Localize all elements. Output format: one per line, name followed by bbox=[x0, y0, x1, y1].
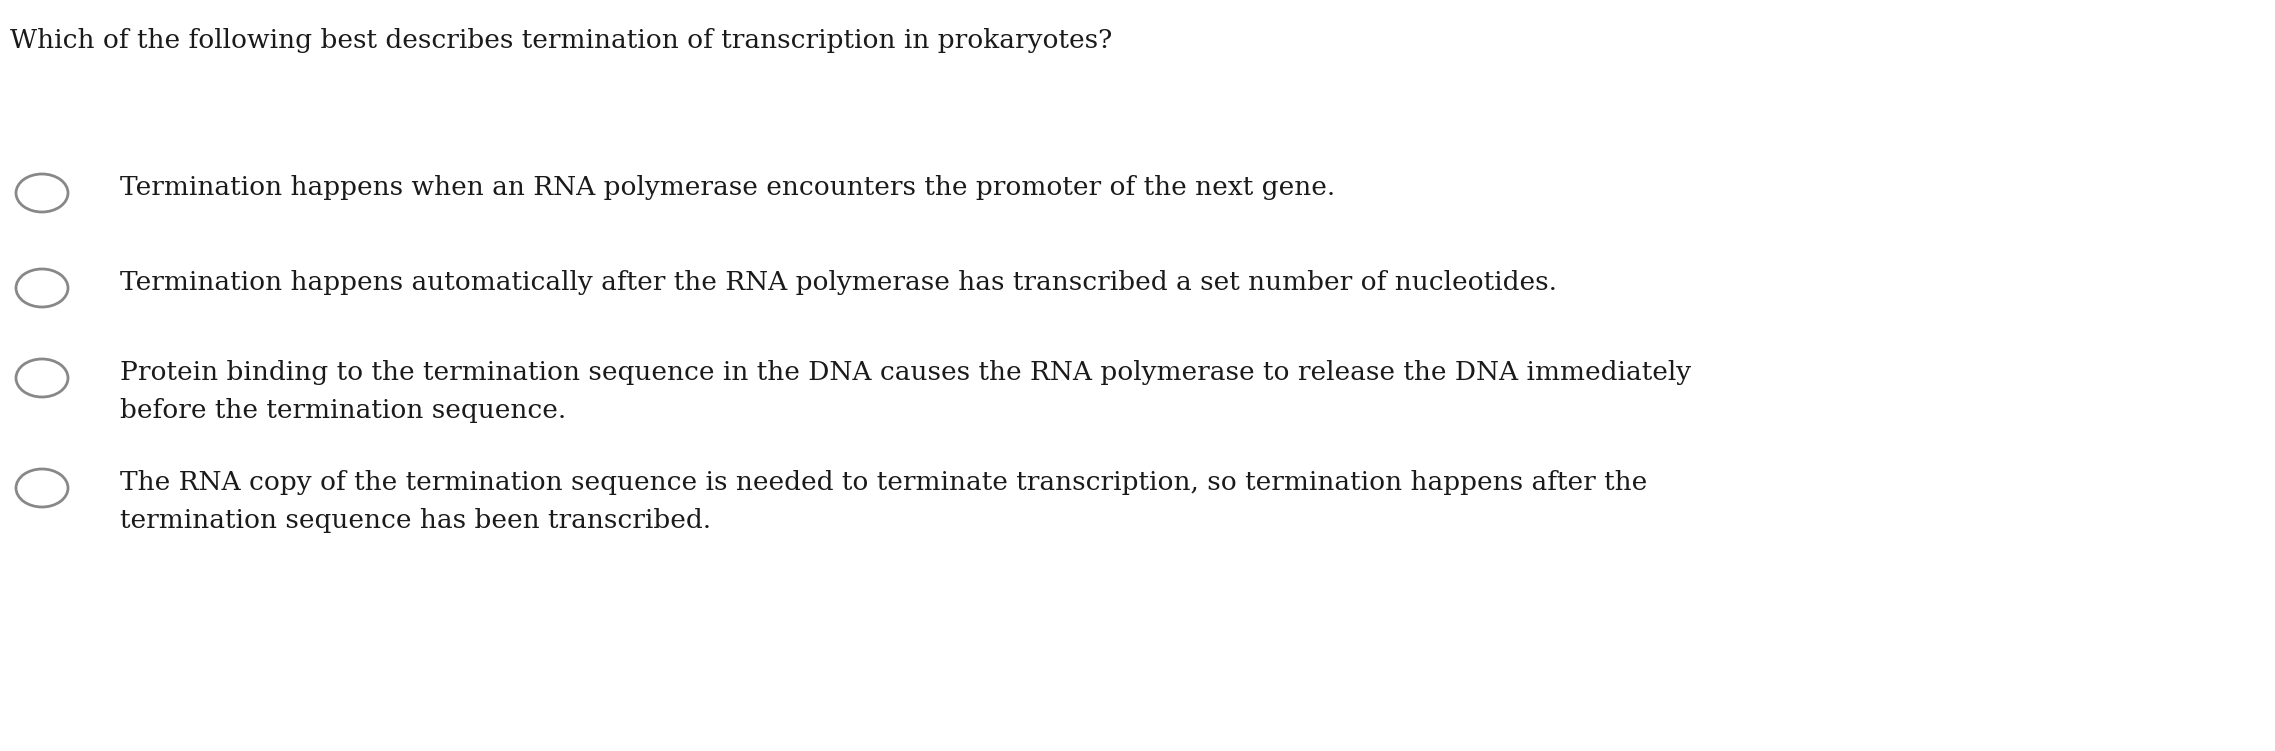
Ellipse shape bbox=[16, 269, 68, 307]
Text: Termination happens when an RNA polymerase encounters the promoter of the next g: Termination happens when an RNA polymera… bbox=[121, 175, 1335, 200]
Ellipse shape bbox=[16, 359, 68, 397]
Ellipse shape bbox=[16, 174, 68, 212]
Text: Which of the following best describes termination of transcription in prokaryote: Which of the following best describes te… bbox=[9, 28, 1112, 53]
Text: termination sequence has been transcribed.: termination sequence has been transcribe… bbox=[121, 508, 712, 533]
Ellipse shape bbox=[16, 469, 68, 507]
Text: Protein binding to the termination sequence in the DNA causes the RNA polymerase: Protein binding to the termination seque… bbox=[121, 360, 1690, 385]
Text: before the termination sequence.: before the termination sequence. bbox=[121, 398, 566, 423]
Text: The RNA copy of the termination sequence is needed to terminate transcription, s: The RNA copy of the termination sequence… bbox=[121, 470, 1647, 495]
Text: Termination happens automatically after the RNA polymerase has transcribed a set: Termination happens automatically after … bbox=[121, 270, 1556, 295]
